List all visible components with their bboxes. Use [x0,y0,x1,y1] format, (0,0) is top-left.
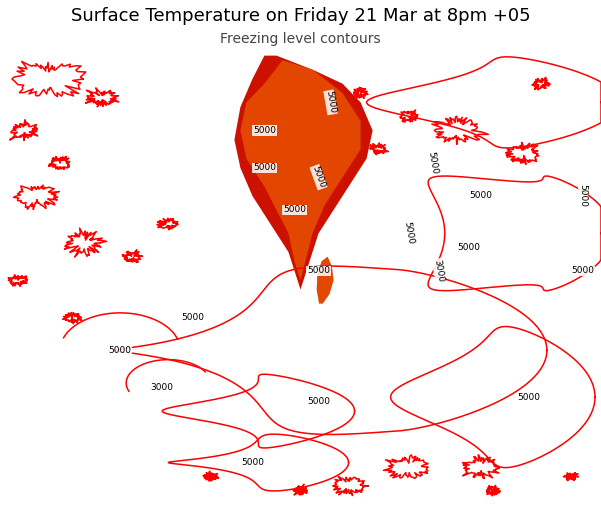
Text: 5000: 5000 [572,266,594,276]
Text: 5000: 5000 [469,191,492,200]
Text: 5000: 5000 [457,243,480,252]
Text: 5000: 5000 [579,185,587,208]
Text: 5000: 5000 [402,221,415,246]
Polygon shape [234,56,373,289]
Polygon shape [317,256,334,303]
Text: 5000: 5000 [310,165,327,190]
Text: 5000: 5000 [241,458,264,467]
Text: 5000: 5000 [307,266,330,276]
Text: 5000: 5000 [517,393,540,401]
Text: 5000: 5000 [307,397,330,406]
Text: 5000: 5000 [324,90,337,115]
Polygon shape [240,60,361,280]
Text: Surface Temperature on Friday 21 Mar at 8pm +05: Surface Temperature on Friday 21 Mar at … [71,7,530,25]
Text: 5000: 5000 [283,206,306,214]
Text: 3000: 3000 [151,383,174,392]
Text: Freezing level contours: Freezing level contours [220,32,381,46]
Text: 3000: 3000 [432,259,445,283]
Text: 5000: 5000 [253,163,276,172]
Polygon shape [317,256,334,303]
Text: 5000: 5000 [181,313,204,322]
Text: 5000: 5000 [109,346,132,355]
Text: 5000: 5000 [426,151,439,175]
Text: 5000: 5000 [253,126,276,135]
